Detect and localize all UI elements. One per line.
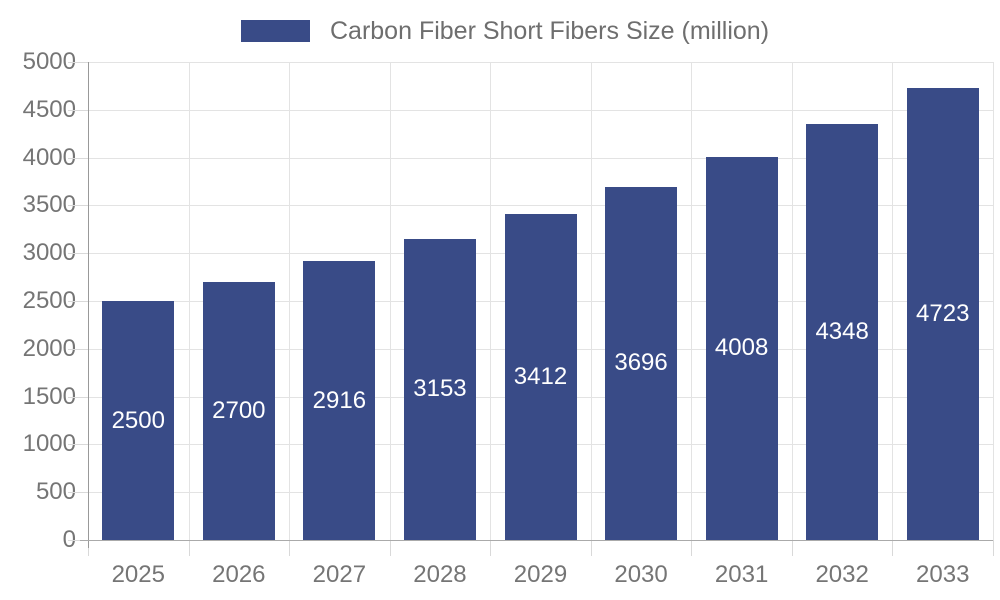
x-gridline xyxy=(993,62,994,540)
x-axis-tick xyxy=(188,540,190,556)
y-axis-tick xyxy=(68,301,88,302)
y-axis-tick-label: 0 xyxy=(62,526,76,553)
bar-2027 xyxy=(303,261,376,540)
y-gridline xyxy=(88,62,993,63)
legend-label: Carbon Fiber Short Fibers Size (million) xyxy=(330,17,770,45)
x-axis-tick xyxy=(289,540,291,556)
y-axis-tick xyxy=(68,109,88,111)
bar-2025 xyxy=(102,301,175,540)
y-axis-tick-label: 5000 xyxy=(22,48,76,75)
x-gridline xyxy=(289,62,291,540)
x-gridline xyxy=(791,62,793,540)
x-axis-tick-label: 2028 xyxy=(413,561,467,588)
y-axis-tick-label: 3000 xyxy=(22,239,76,267)
x-axis-tick xyxy=(590,540,592,556)
bar-2026 xyxy=(202,281,275,540)
y-gridline xyxy=(88,109,993,111)
y-axis-tick-label: 4000 xyxy=(22,143,76,171)
bar-value-label: 3412 xyxy=(513,362,568,390)
x-axis-tick xyxy=(389,540,391,556)
x-axis-tick-label: 2026 xyxy=(212,561,266,588)
y-axis-tick xyxy=(68,205,88,207)
x-gridline xyxy=(590,62,592,540)
x-gridline xyxy=(389,62,391,540)
x-gridline xyxy=(188,62,190,540)
x-axis-tick-label: 2027 xyxy=(312,561,367,588)
bar-value-label: 3696 xyxy=(614,349,668,377)
x-axis-tick-label: 2032 xyxy=(815,561,869,588)
bar-value-label: 3153 xyxy=(413,375,467,403)
y-gridline xyxy=(88,205,993,207)
y-axis-tick xyxy=(68,253,88,255)
y-axis-tick-label: 4500 xyxy=(22,95,76,123)
y-axis-tick xyxy=(68,444,88,446)
y-axis-tick-label: 3500 xyxy=(22,191,76,219)
y-axis-tick xyxy=(68,157,88,159)
y-axis-tick xyxy=(68,396,88,398)
y-axis-tick xyxy=(68,540,88,541)
bar-2033 xyxy=(906,88,979,540)
y-gridline xyxy=(88,157,993,159)
bar-value-label: 4008 xyxy=(714,334,769,362)
bar-2029 xyxy=(504,213,577,540)
y-axis-tick-label: 1000 xyxy=(22,430,76,458)
x-axis-tick xyxy=(490,540,492,556)
x-axis-tick xyxy=(88,540,89,556)
y-axis-tick-label: 500 xyxy=(35,478,76,506)
plot-area: 2500 2700 2916 3153 3412 3696 4008 4348 4723 xyxy=(88,62,994,540)
bar-2030 xyxy=(605,186,678,540)
y-axis-tick-label: 2500 xyxy=(22,287,76,314)
x-axis-tick xyxy=(791,540,793,556)
y-axis-line xyxy=(88,62,89,548)
bar-2032 xyxy=(806,124,879,540)
bar-value-label: 2500 xyxy=(111,406,165,434)
y-axis-tick xyxy=(68,348,88,350)
x-gridline xyxy=(691,62,693,540)
x-axis-tick xyxy=(993,540,994,556)
legend-swatch xyxy=(241,20,310,42)
legend-item[interactable]: Carbon Fiber Short Fibers Size (million) xyxy=(241,17,769,45)
bar-2031 xyxy=(705,156,778,540)
bar-value-label: 2916 xyxy=(312,386,367,414)
x-axis-tick-label: 2025 xyxy=(111,561,165,588)
x-axis-tick-label: 2030 xyxy=(614,561,668,588)
x-axis-tick-label: 2033 xyxy=(916,561,970,588)
bar-value-label: 4723 xyxy=(916,300,970,328)
x-axis-line xyxy=(80,540,993,541)
bar-2028 xyxy=(403,238,476,540)
y-axis-tick-label: 1500 xyxy=(22,382,76,410)
bar-value-label: 4348 xyxy=(815,318,869,346)
x-axis-tick xyxy=(892,540,894,556)
y-axis-tick xyxy=(68,492,88,494)
x-gridline xyxy=(892,62,894,540)
x-axis-tick-label: 2029 xyxy=(513,561,568,588)
x-axis-tick xyxy=(691,540,693,556)
bar-value-label: 2700 xyxy=(212,396,266,424)
x-gridline xyxy=(490,62,492,540)
y-axis-tick xyxy=(68,62,88,63)
y-axis-tick-label: 2000 xyxy=(22,334,76,362)
x-axis-tick-label: 2031 xyxy=(714,561,769,588)
